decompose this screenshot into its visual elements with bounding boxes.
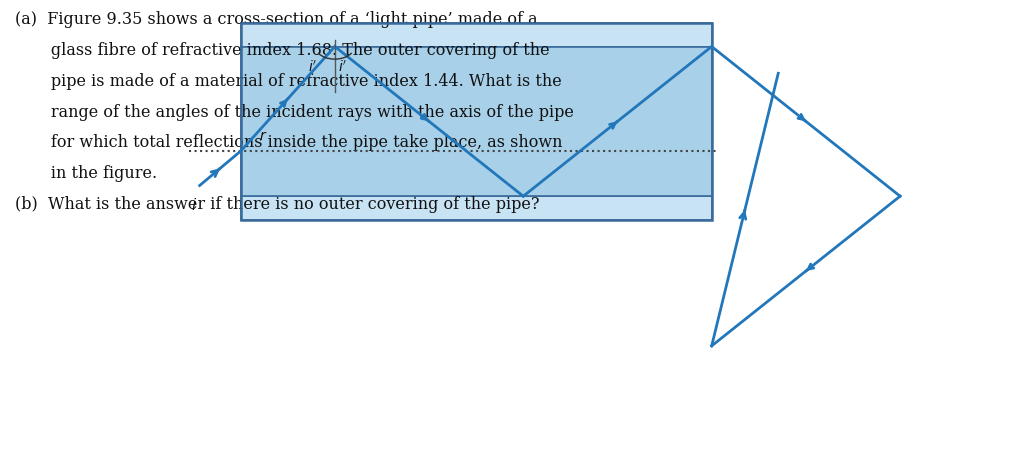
Text: glass fibre of refractive index 1.68. The outer covering of the: glass fibre of refractive index 1.68. Th… xyxy=(15,42,550,59)
Bar xyxy=(241,23,712,47)
Text: (a)  Figure 9.35 shows a cross-section of a ‘light pipe’ made of a: (a) Figure 9.35 shows a cross-section of… xyxy=(15,11,538,28)
Text: range of the angles of the incident rays with the axis of the pipe: range of the angles of the incident rays… xyxy=(15,104,574,120)
Text: in the figure.: in the figure. xyxy=(15,165,158,182)
Text: $i'$: $i'$ xyxy=(338,60,348,76)
Text: pipe is made of a material of refractive index 1.44. What is the: pipe is made of a material of refractive… xyxy=(15,73,562,90)
Bar xyxy=(241,196,712,220)
Text: for which total reflections inside the pipe take place, as shown: for which total reflections inside the p… xyxy=(15,134,563,151)
Bar xyxy=(241,23,712,220)
Text: $i'$: $i'$ xyxy=(307,60,317,76)
Bar xyxy=(241,47,712,196)
Text: $i$: $i$ xyxy=(191,197,198,213)
Text: (b)  What is the answer if there is no outer covering of the pipe?: (b) What is the answer if there is no ou… xyxy=(15,196,540,213)
Text: $r$: $r$ xyxy=(259,129,267,143)
